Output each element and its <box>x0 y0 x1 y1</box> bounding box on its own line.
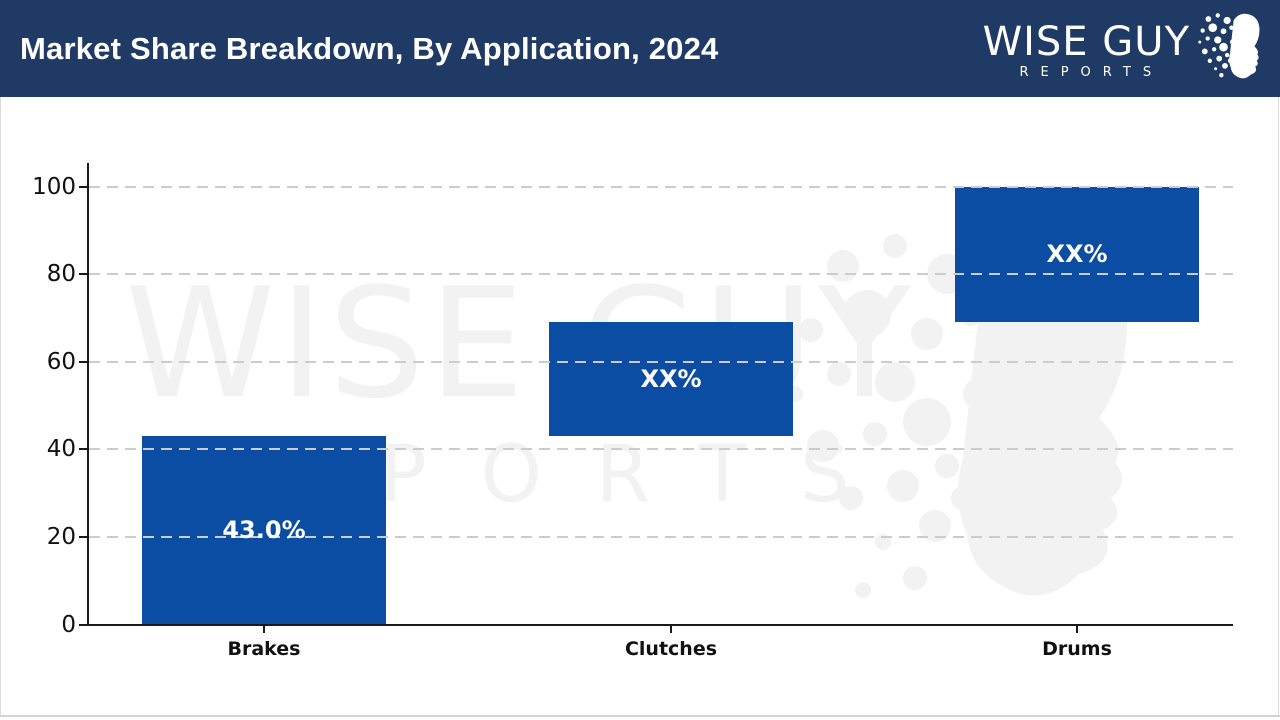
y-tick-label-40: 40 <box>46 436 76 463</box>
y-tick-40 <box>79 448 87 451</box>
brand-logo: WISE GUY REPORTS <box>983 6 1266 94</box>
logo-face-icon <box>1198 13 1260 79</box>
y-tick-label-20: 20 <box>46 523 76 550</box>
x-category-label-brakes: Brakes <box>227 638 301 660</box>
frame-border-right <box>1278 97 1279 716</box>
frame-border-bottom <box>0 715 1280 717</box>
bar-value-label-drums: XX% <box>1046 240 1108 269</box>
page-title: Market Share Breakdown, By Application, … <box>20 30 719 66</box>
brand-logo-text: WISE GUY REPORTS <box>983 21 1190 80</box>
y-tick-0 <box>79 623 87 626</box>
gridline-60 <box>89 360 1233 363</box>
brand-name: WISE GUY <box>982 18 1190 65</box>
bar-clutches <box>549 322 793 437</box>
y-tick-label-80: 80 <box>46 261 76 288</box>
bar-value-label-clutches: XX% <box>640 365 702 394</box>
gridline-80 <box>89 273 1233 276</box>
x-axis-line <box>87 624 1233 626</box>
y-tick-label-100: 100 <box>32 173 76 200</box>
brand-subtitle: REPORTS <box>1019 64 1164 80</box>
y-tick-60 <box>79 360 87 363</box>
y-tick-100 <box>79 185 87 188</box>
gridline-100 <box>89 185 1233 188</box>
bar-value-label-brakes: 43.0% <box>222 516 306 545</box>
frame-border-left <box>0 97 1 716</box>
y-tick-label-60: 60 <box>46 348 76 375</box>
y-tick-20 <box>79 535 87 538</box>
y-tick-80 <box>79 273 87 276</box>
gridline-20 <box>89 535 1233 538</box>
x-tick-brakes <box>263 626 265 633</box>
x-category-label-clutches: Clutches <box>624 638 718 660</box>
x-tick-clutches <box>670 626 672 633</box>
y-axis-line <box>87 163 89 626</box>
x-tick-drums <box>1076 626 1078 633</box>
bar-brakes <box>142 436 386 625</box>
bar-drums <box>955 186 1199 323</box>
y-tick-label-0: 0 <box>61 611 76 638</box>
x-category-label-drums: Drums <box>1042 638 1112 660</box>
header: Market Share Breakdown, By Application, … <box>0 0 1280 97</box>
gridline-40 <box>89 448 1233 451</box>
